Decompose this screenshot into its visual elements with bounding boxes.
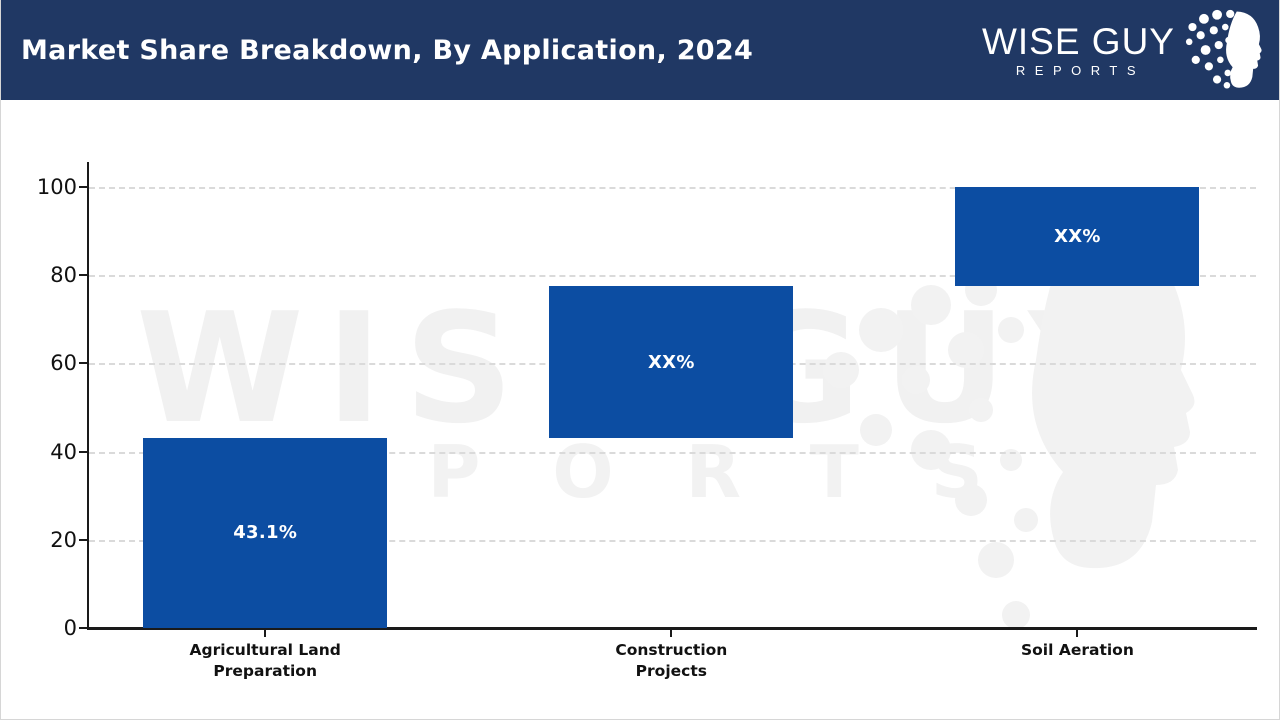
y-axis-line bbox=[87, 162, 89, 629]
y-tick-label-100: 100 bbox=[36, 175, 77, 199]
x-tick-mark-1 bbox=[670, 630, 673, 637]
y-tick-label-20: 20 bbox=[50, 527, 77, 552]
gridline-20 bbox=[89, 539, 1256, 542]
gridline-80 bbox=[89, 275, 1256, 278]
logo-subtitle: REPORTS bbox=[1015, 63, 1146, 78]
chart-area: WISE GUY REPORTS 43.1% XX% XX% 0 20 40 60 80 10… bbox=[1, 100, 1279, 719]
y-tick-mark-0 bbox=[79, 627, 87, 629]
bar-value-label: 43.1% bbox=[233, 522, 298, 544]
bar-value-label: XX% bbox=[1054, 226, 1101, 248]
bar-segment-0: 43.1% bbox=[143, 437, 388, 628]
gridline-40 bbox=[89, 451, 1256, 454]
x-axis-line bbox=[87, 627, 1257, 630]
bar-segment-2: XX% bbox=[955, 187, 1200, 287]
wiseguy-logo: WISE GUY REPORTS bbox=[982, 8, 1263, 92]
y-tick-mark-40 bbox=[79, 450, 87, 453]
header: Market Share Breakdown, By Application, … bbox=[1, 0, 1279, 100]
y-tick-mark-20 bbox=[79, 538, 87, 541]
y-tick-label-0: 0 bbox=[63, 616, 77, 640]
page-title: Market Share Breakdown, By Application, … bbox=[21, 34, 754, 66]
y-tick-label-80: 80 bbox=[50, 263, 77, 288]
x-tick-mark-0 bbox=[264, 630, 267, 637]
category-label-1: Construction Projects bbox=[615, 641, 728, 680]
bar-segment-1: XX% bbox=[549, 286, 794, 438]
y-tick-label-60: 60 bbox=[50, 351, 77, 376]
bar-value-label: XX% bbox=[647, 351, 695, 373]
logo-text: WISE GUY REPORTS bbox=[982, 23, 1175, 77]
plot-area: 43.1% XX% XX% bbox=[89, 187, 1256, 628]
category-label-0: Agricultural Land Preparation bbox=[189, 641, 341, 680]
x-tick-mark-2 bbox=[1076, 630, 1079, 637]
y-tick-mark-80 bbox=[79, 274, 87, 277]
category-label-2: Soil Aeration bbox=[1021, 641, 1134, 659]
y-tick-mark-100 bbox=[79, 186, 87, 188]
logo-face-icon bbox=[1185, 9, 1262, 89]
y-tick-label-40: 40 bbox=[50, 439, 77, 464]
y-tick-mark-60 bbox=[79, 362, 87, 365]
gridline-100 bbox=[89, 187, 1256, 189]
logo-wordmark: WISE GUY bbox=[981, 21, 1175, 62]
